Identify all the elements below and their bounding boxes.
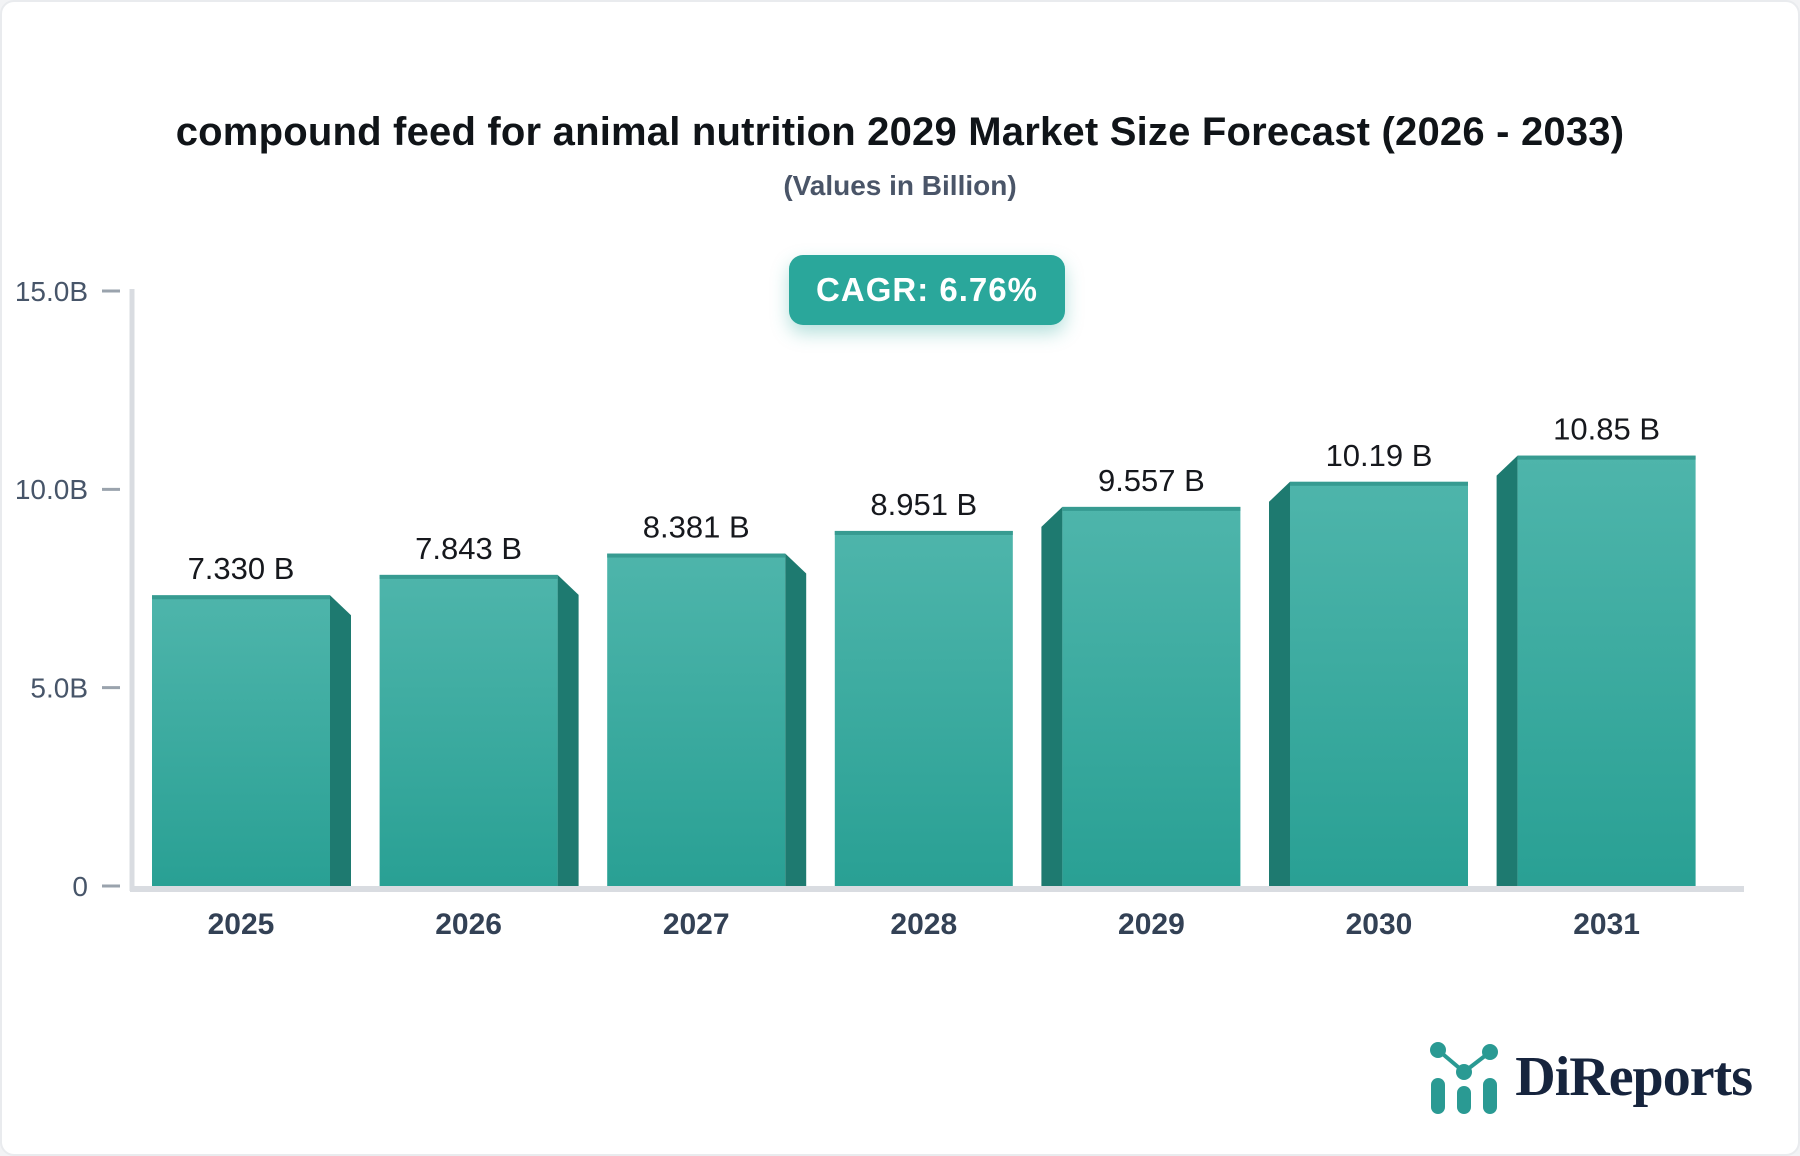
bar-side-2031 xyxy=(1496,455,1518,886)
y-tick-label: 5.0B xyxy=(30,672,88,703)
bar-side-2029 xyxy=(1041,506,1063,886)
bar-2026 xyxy=(379,574,558,886)
x-category-label: 2028 xyxy=(890,908,957,941)
bar-top-edge-2029 xyxy=(1062,506,1241,511)
x-category-label: 2029 xyxy=(1118,908,1185,941)
bar-2030 xyxy=(1290,481,1468,886)
y-tick-label: 10.0B xyxy=(15,474,88,505)
bar-value-label: 10.19 B xyxy=(1326,438,1433,473)
brand-name: DiReports xyxy=(1515,1046,1753,1108)
x-category-label: 2030 xyxy=(1346,908,1413,941)
bar-2028 xyxy=(834,530,1013,886)
cagr-badge: CAGR: 6.76% xyxy=(789,255,1065,325)
bar-value-label: 7.330 B xyxy=(188,551,295,586)
bar-side-2027 xyxy=(785,553,807,886)
bar-side-2025 xyxy=(330,595,351,886)
chart-subtitle: (Values in Billion) xyxy=(783,170,1017,201)
bar-value-label: 10.85 B xyxy=(1553,412,1660,447)
direports-logo: DiReports xyxy=(1429,1038,1753,1116)
bar-2027 xyxy=(607,553,786,886)
bar-top-edge-2027 xyxy=(607,553,786,558)
chart-title: compound feed for animal nutrition 2029 … xyxy=(175,110,1625,154)
x-category-label: 2026 xyxy=(435,908,502,941)
bar-side-2030 xyxy=(1269,481,1290,886)
bar-value-label: 8.381 B xyxy=(643,510,750,545)
bar-top-edge-2025 xyxy=(152,595,330,600)
x-category-label: 2025 xyxy=(208,908,275,941)
bar-value-label: 8.951 B xyxy=(870,487,977,522)
cagr-badge-label: CAGR: 6.76% xyxy=(816,271,1038,308)
bar-value-label: 9.557 B xyxy=(1098,463,1205,498)
x-category-label: 2027 xyxy=(663,908,730,941)
bar-2025 xyxy=(152,595,330,886)
y-tick-label: 0 xyxy=(72,871,88,902)
bar-top-edge-2031 xyxy=(1517,455,1696,460)
bar-side-2026 xyxy=(557,574,579,886)
bar-top-edge-2028 xyxy=(834,530,1013,535)
bar-top-edge-2026 xyxy=(379,574,558,579)
bar-2031 xyxy=(1517,455,1696,886)
bar-2029 xyxy=(1062,506,1241,886)
bar-top-edge-2030 xyxy=(1290,481,1468,486)
y-tick-label: 15.0B xyxy=(15,276,88,307)
bar-line-chart-icon xyxy=(1430,1042,1499,1114)
x-category-label: 2031 xyxy=(1573,908,1640,941)
bar-value-label: 7.843 B xyxy=(415,531,522,566)
